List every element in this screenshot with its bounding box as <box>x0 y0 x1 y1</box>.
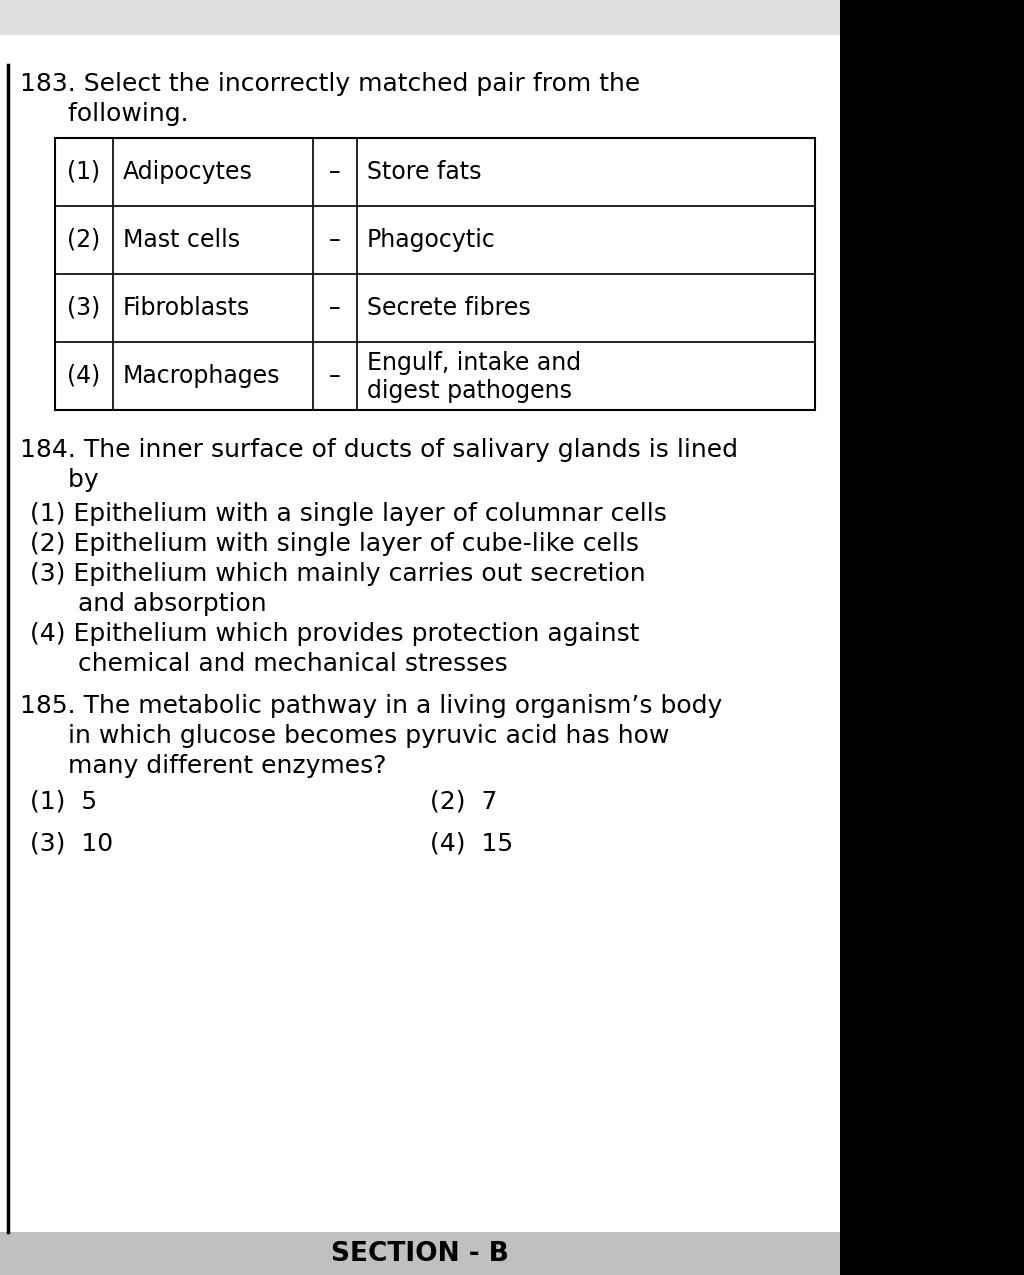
Text: Adipocytes: Adipocytes <box>123 159 253 184</box>
Text: in which glucose becomes pyruvic acid has how: in which glucose becomes pyruvic acid ha… <box>20 724 670 748</box>
Text: (1)  5: (1) 5 <box>30 790 97 813</box>
Text: (3) Epithelium which mainly carries out secretion: (3) Epithelium which mainly carries out … <box>30 562 645 586</box>
Bar <box>0 34 840 1275</box>
Text: Secrete fibres: Secrete fibres <box>367 296 530 320</box>
Text: (4): (4) <box>68 363 100 388</box>
Bar <box>0 0 1024 34</box>
Text: –: – <box>329 296 341 320</box>
Text: (1): (1) <box>68 159 100 184</box>
Text: (3): (3) <box>68 296 100 320</box>
Text: 183. Select the incorrectly matched pair from the: 183. Select the incorrectly matched pair… <box>20 71 640 96</box>
Text: digest pathogens: digest pathogens <box>367 379 572 403</box>
Text: (2): (2) <box>68 228 100 252</box>
Text: (2) Epithelium with single layer of cube-like cells: (2) Epithelium with single layer of cube… <box>30 532 639 556</box>
Text: Mast cells: Mast cells <box>123 228 240 252</box>
Text: (1) Epithelium with a single layer of columnar cells: (1) Epithelium with a single layer of co… <box>30 502 667 527</box>
Text: Macrophages: Macrophages <box>123 363 281 388</box>
Text: Fibroblasts: Fibroblasts <box>123 296 250 320</box>
Text: and absorption: and absorption <box>30 592 266 616</box>
Text: Phagocytic: Phagocytic <box>367 228 496 252</box>
Text: (4) Epithelium which provides protection against: (4) Epithelium which provides protection… <box>30 622 640 646</box>
Text: many different enzymes?: many different enzymes? <box>20 754 386 778</box>
Text: (4)  15: (4) 15 <box>430 833 513 856</box>
Bar <box>840 0 1024 1275</box>
Text: (3)  10: (3) 10 <box>30 833 113 856</box>
Text: –: – <box>329 228 341 252</box>
Text: 184. The inner surface of ducts of salivary glands is lined: 184. The inner surface of ducts of saliv… <box>20 439 738 462</box>
Bar <box>0 1232 840 1275</box>
Text: SECTION - B: SECTION - B <box>331 1241 509 1267</box>
Text: Store fats: Store fats <box>367 159 481 184</box>
Bar <box>55 138 815 411</box>
Text: by: by <box>20 468 98 492</box>
Text: chemical and mechanical stresses: chemical and mechanical stresses <box>30 652 508 676</box>
Text: –: – <box>329 159 341 184</box>
Text: (2)  7: (2) 7 <box>430 790 498 813</box>
Text: Engulf, intake and: Engulf, intake and <box>367 351 582 375</box>
Text: –: – <box>329 363 341 388</box>
Text: following.: following. <box>20 102 188 126</box>
Text: 185. The metabolic pathway in a living organism’s body: 185. The metabolic pathway in a living o… <box>20 694 722 718</box>
